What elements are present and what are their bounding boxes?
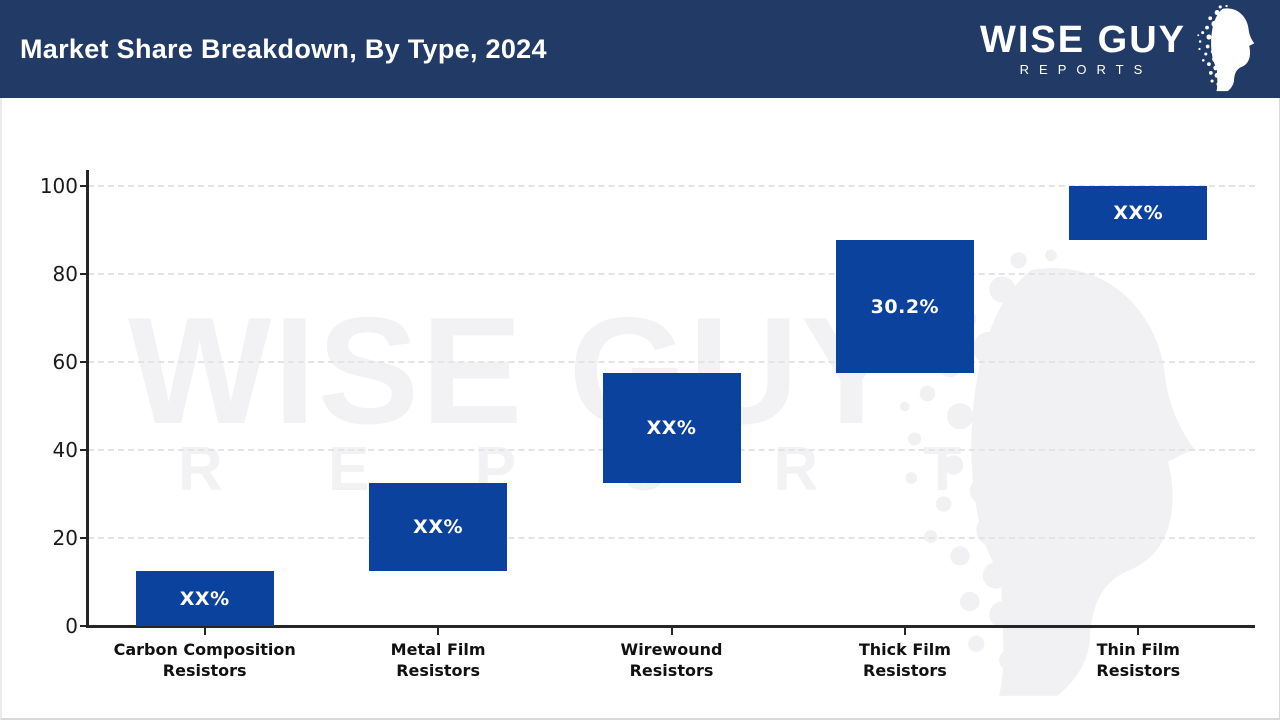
x-tick-mark: [1137, 626, 1140, 635]
bar-value-label: 30.2%: [870, 295, 940, 318]
gridline: [88, 273, 1255, 275]
page-title: Market Share Breakdown, By Type, 2024: [20, 33, 547, 64]
y-tick-label: 20: [52, 526, 78, 550]
category-label: Carbon Composition Resistors: [85, 640, 325, 682]
category-label: Wirewound Resistors: [552, 640, 792, 682]
y-tick-mark: [80, 273, 88, 275]
wiseguy-face-icon: [1180, 5, 1258, 93]
header-bar: Market Share Breakdown, By Type, 2024 WI…: [0, 0, 1280, 98]
wiseguy-logo-text: WISE GUY REPORTS: [980, 21, 1186, 77]
y-tick-mark: [80, 625, 88, 627]
bar-value-label: XX%: [179, 587, 230, 610]
y-tick-label: 80: [52, 262, 78, 286]
category-label-line2: Resistors: [162, 660, 247, 680]
category-label: Metal Film Resistors: [318, 640, 558, 682]
category-label: Thin Film Resistors: [1018, 640, 1258, 682]
gridline: [88, 361, 1255, 363]
y-tick-label: 100: [39, 174, 78, 198]
y-tick-mark: [80, 537, 88, 539]
bar-segment: 30.2%: [835, 240, 974, 373]
y-tick-label: 0: [65, 614, 78, 638]
bar-segment: XX%: [135, 571, 274, 626]
y-axis-line: [86, 170, 89, 626]
category-label-line2: Resistors: [863, 660, 947, 680]
y-tick-mark: [80, 185, 88, 187]
bar-value-label: XX%: [646, 417, 697, 439]
logo-subtitle: REPORTS: [1019, 62, 1153, 77]
watermark-wordmark: WISE GUY: [128, 286, 905, 456]
gridline: [88, 537, 1255, 539]
bar-value-label: XX%: [413, 516, 464, 538]
x-tick-mark: [437, 626, 440, 635]
category-label-line2: Resistors: [1096, 660, 1181, 680]
category-label-line2: Resistors: [629, 660, 714, 680]
category-label-line1: Thin Film: [1096, 640, 1180, 659]
y-tick-label: 40: [52, 438, 78, 462]
category-label-line2: Resistors: [396, 660, 480, 680]
logo-wordmark: WISE GUY: [979, 19, 1186, 61]
category-label: Thick Film Resistors: [785, 640, 1025, 682]
x-tick-mark: [670, 626, 673, 635]
category-label-line1: Thick Film: [858, 640, 951, 659]
x-tick-mark: [203, 626, 206, 635]
category-label-line1: Carbon Composition: [113, 640, 296, 659]
bar-value-label: XX%: [1113, 202, 1164, 225]
category-label-line1: Metal Film: [390, 640, 486, 659]
y-tick-label: 60: [52, 350, 78, 374]
x-tick-mark: [903, 626, 906, 635]
bar-segment: XX%: [369, 483, 508, 571]
chart-area: WISE GUY R E P O R T S 020406080100XX%Ca…: [0, 98, 1280, 720]
category-label-line1: Wirewound: [620, 640, 723, 659]
bar-segment: XX%: [602, 373, 741, 483]
y-tick-mark: [80, 361, 88, 363]
bar-segment: XX%: [1069, 186, 1208, 241]
y-tick-mark: [80, 449, 88, 451]
gridline: [88, 185, 1255, 187]
waterfall-plot: 0 20 40 60 80 100 XX% Carbon Composition Resisto…: [2, 98, 1279, 718]
wiseguy-logo: WISE GUY REPORTS: [980, 5, 1258, 93]
